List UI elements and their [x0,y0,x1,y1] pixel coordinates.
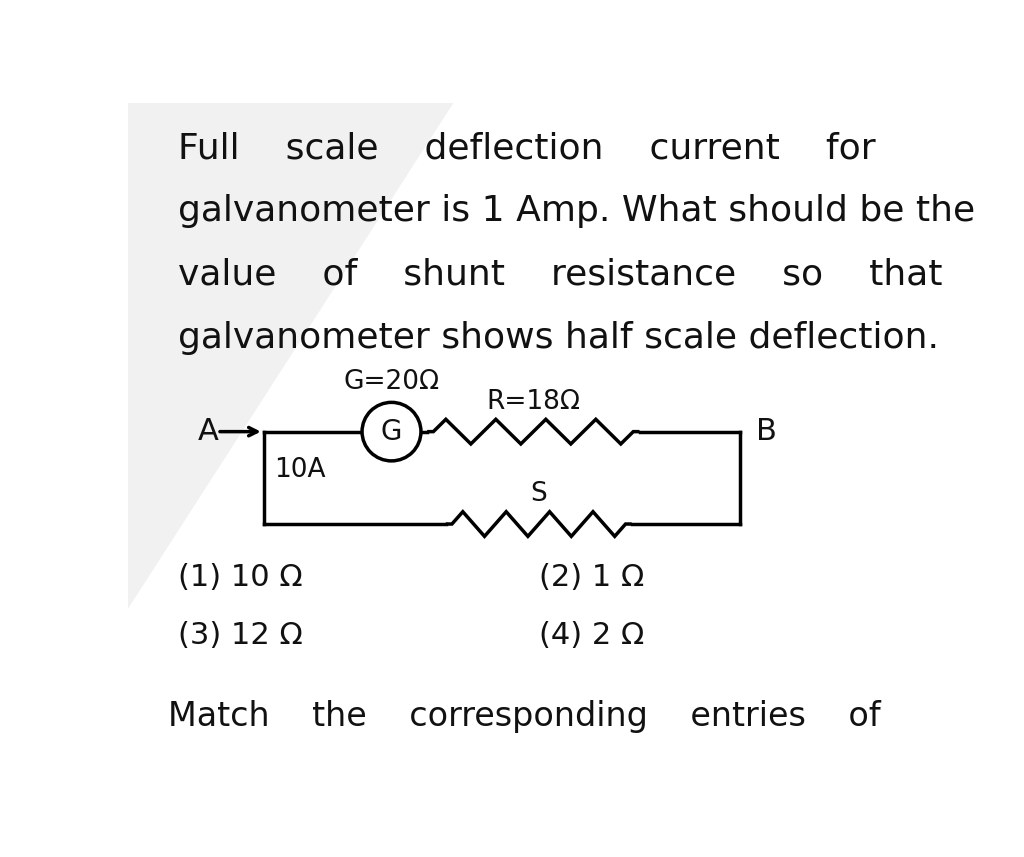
Text: A: A [198,417,218,446]
Text: value    of    shunt    resistance    so    that: value of shunt resistance so that [178,258,943,291]
Text: R=18Ω: R=18Ω [486,389,581,415]
Text: Full    scale    deflection    current    for: Full scale deflection current for [178,131,876,165]
Text: G=20Ω: G=20Ω [343,369,439,395]
Text: Match    the    corresponding    entries    of: Match the corresponding entries of [169,700,881,733]
Text: galvanometer shows half scale deflection.: galvanometer shows half scale deflection… [178,321,939,355]
Text: galvanometer is 1 Amp. What should be the: galvanometer is 1 Amp. What should be th… [178,195,976,229]
Text: (2) 1 Ω: (2) 1 Ω [539,563,644,592]
Text: S: S [530,481,547,507]
Text: (4) 2 Ω: (4) 2 Ω [539,621,644,650]
Polygon shape [128,103,454,608]
Text: (1) 10 Ω: (1) 10 Ω [178,563,303,592]
Circle shape [362,403,421,461]
Text: 10A: 10A [274,457,326,483]
Text: G: G [381,417,402,446]
Text: (3) 12 Ω: (3) 12 Ω [178,621,303,650]
Text: B: B [756,417,776,446]
